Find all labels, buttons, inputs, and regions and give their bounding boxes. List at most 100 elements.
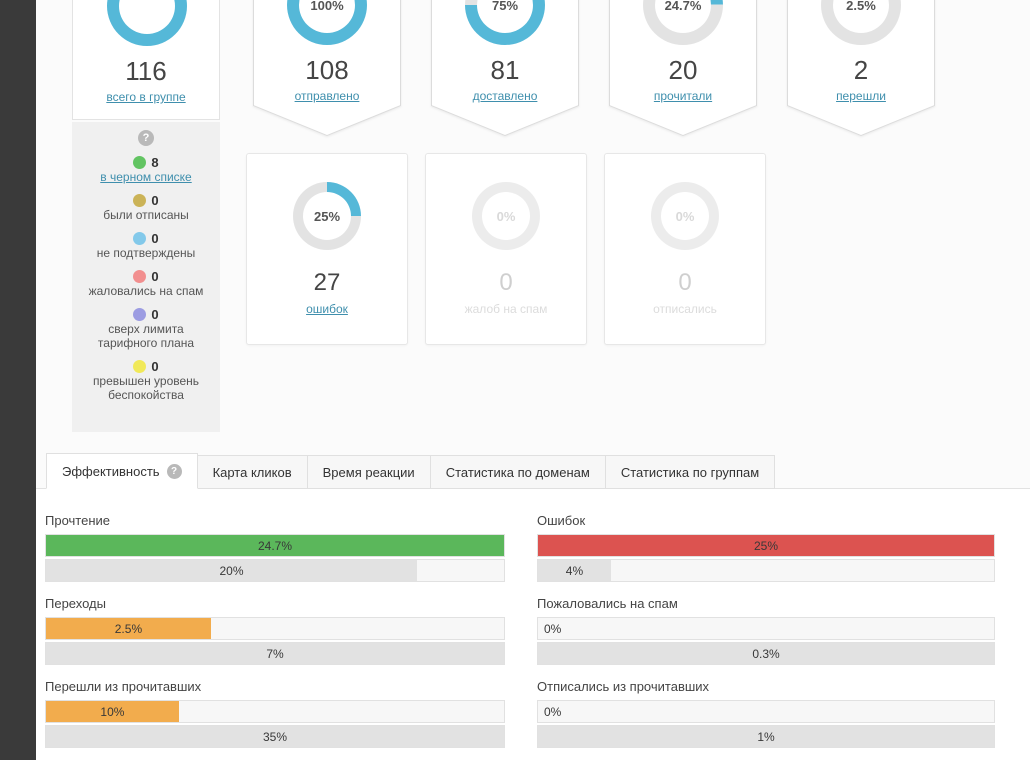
bar-value-label: 2.5% xyxy=(114,621,143,636)
help-icon[interactable]: ? xyxy=(166,463,182,479)
bar-title: Ошибок xyxy=(537,513,586,528)
bars-right-column: Ошибок 25% 4% Пожаловались на спам 0% xyxy=(537,513,995,760)
tab-click-map[interactable]: Карта кликов xyxy=(197,455,308,489)
total-donut xyxy=(107,0,187,46)
legend-dot xyxy=(133,232,147,245)
stat-value: 2 xyxy=(853,55,869,85)
legend-item-unsubscribed: 0 были отписаны xyxy=(72,193,220,222)
unsubscribed-donut: 0% xyxy=(651,182,719,250)
bar-fill xyxy=(538,726,994,747)
tab-domain-stats[interactable]: Статистика по доменам xyxy=(430,455,606,489)
bar-fill xyxy=(46,726,504,747)
legend-label: не подтверждены xyxy=(96,246,196,260)
primary-bar: 10% xyxy=(45,700,505,723)
tab-bar: Эффективность ? Карта кликов Время реакц… xyxy=(46,453,776,489)
stat-card-delivered: 75% 81 доставлено xyxy=(431,0,579,136)
bar-value-label: 0.3% xyxy=(752,646,780,661)
primary-bar: 2.5% xyxy=(45,617,505,640)
bar-value-label: 0% xyxy=(544,621,562,636)
donut-hole: 75% xyxy=(477,0,533,33)
donut-hole: 0% xyxy=(482,192,530,240)
donut-percent: 2.5% xyxy=(846,0,876,13)
errors-donut: 25% xyxy=(293,182,361,250)
stat-label-spam: жалоб на спам xyxy=(464,302,548,316)
donut-hole: 24.7% xyxy=(655,0,711,33)
secondary-bar: 4% xyxy=(537,559,995,582)
bar-value-label: 35% xyxy=(262,729,288,744)
stat-value: 27 xyxy=(313,269,341,296)
tab-effectiveness[interactable]: Эффективность ? xyxy=(46,453,198,489)
secondary-bar: 35% xyxy=(45,725,505,748)
bar-title: Перешли из прочитавших xyxy=(45,679,202,694)
tab-label: Карта кликов xyxy=(212,464,292,480)
donut-percent: 0% xyxy=(496,208,516,224)
bar-group-clicked-from-read: Перешли из прочитавших 10% 35% xyxy=(45,679,505,748)
tab-label: Время реакции xyxy=(322,464,415,480)
bar-fill xyxy=(46,643,504,664)
legend-link-blacklist[interactable]: в черном списке xyxy=(100,170,192,184)
donut-hole xyxy=(119,0,175,34)
bar-group-clicks: Переходы 2.5% 7% xyxy=(45,596,505,665)
bar-fill xyxy=(538,643,994,664)
tab-label: Статистика по группам xyxy=(620,464,760,480)
legend-label: превышен уровень беспокойства xyxy=(92,374,200,402)
donut-hole: 100% xyxy=(299,0,355,33)
stat-card-total: 116 всего в группе xyxy=(72,0,220,120)
bar-value-label: 25% xyxy=(753,538,779,553)
bar-value-label: 24.7% xyxy=(257,538,293,553)
legend-dot xyxy=(133,360,147,373)
bar-title: Прочтение xyxy=(45,513,110,528)
legend-item-anxiety-level: 0 превышен уровень беспокойства xyxy=(72,359,220,402)
donut-hole: 25% xyxy=(303,192,351,240)
legend-item-over-limit: 0 сверх лимита тарифного плана xyxy=(72,307,220,350)
stat-card-clicked: 2.5% 2 перешли xyxy=(787,0,935,136)
bar-fill xyxy=(538,560,611,581)
legend-value: 8 xyxy=(151,155,159,170)
stat-value: 116 xyxy=(125,56,167,86)
bar-fill xyxy=(46,560,417,581)
legend-dot xyxy=(133,270,147,283)
stat-link-read[interactable]: прочитали xyxy=(653,89,713,103)
tab-reaction-time[interactable]: Время реакции xyxy=(307,455,431,489)
bar-group-errors: Ошибок 25% 4% xyxy=(537,513,995,582)
donut-percent: 100% xyxy=(310,0,344,13)
secondary-bar: 7% xyxy=(45,642,505,665)
left-sidebar-strip xyxy=(0,0,36,760)
legend-dot xyxy=(133,308,147,321)
stat-link-sent[interactable]: отправлено xyxy=(294,89,360,103)
bar-fill xyxy=(46,535,504,556)
secondary-bar: 0.3% xyxy=(537,642,995,665)
bar-group-read: Прочтение 24.7% 20% xyxy=(45,513,505,582)
stat-link-clicked[interactable]: перешли xyxy=(836,89,886,103)
secondary-bar: 1% xyxy=(537,725,995,748)
donut-percent: 75% xyxy=(491,0,519,13)
legend-item-blacklist: 8 в черном списке xyxy=(72,155,220,184)
read-donut: 24.7% xyxy=(643,0,723,45)
bar-value-label: 0% xyxy=(544,704,562,719)
donut-percent: 25% xyxy=(313,208,341,224)
help-icon[interactable]: ? xyxy=(138,130,154,146)
bar-value-label: 20% xyxy=(219,563,244,578)
stat-link-total-in-group[interactable]: всего в группе xyxy=(106,90,186,104)
legend-value: 0 xyxy=(151,307,159,322)
donut-hole: 0% xyxy=(661,192,709,240)
delivered-donut: 75% xyxy=(465,0,545,45)
tab-group-stats[interactable]: Статистика по группам xyxy=(605,455,776,489)
legend-dot xyxy=(133,156,147,169)
bar-group-spam-complaints: Пожаловались на спам 0% 0.3% xyxy=(537,596,995,665)
legend-label: были отписаны xyxy=(103,208,189,222)
stat-link-delivered[interactable]: доставлено xyxy=(472,89,538,103)
stat-value: 108 xyxy=(305,55,349,85)
stat-card-read: 24.7% 20 прочитали xyxy=(609,0,757,136)
bar-value-label: 7% xyxy=(266,646,284,661)
bar-value-label: 10% xyxy=(100,704,125,719)
bar-fill xyxy=(46,618,211,639)
primary-bar: 0% xyxy=(537,700,995,723)
main-area: 116 всего в группе 100% 108 отправлено 7… xyxy=(36,0,1030,760)
donut-hole: 2.5% xyxy=(833,0,889,33)
stat-link-errors[interactable]: ошибок xyxy=(306,302,348,316)
bar-title: Отписались из прочитавших xyxy=(537,679,710,694)
bars-left-column: Прочтение 24.7% 20% Переходы 2.5% xyxy=(45,513,505,760)
primary-bar: 0% xyxy=(537,617,995,640)
tab-label: Статистика по доменам xyxy=(445,464,590,480)
